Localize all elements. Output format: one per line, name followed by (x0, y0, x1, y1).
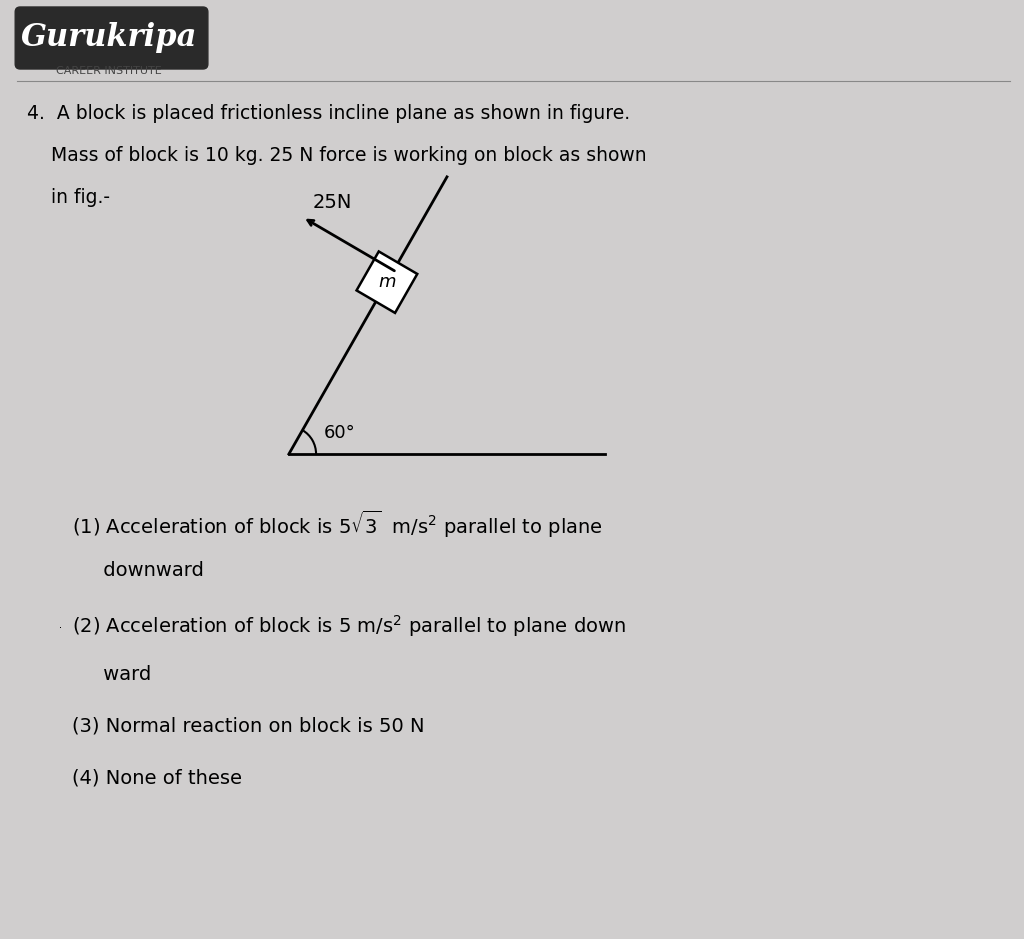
Text: (4) None of these: (4) None of these (72, 769, 242, 788)
Text: 60°: 60° (324, 424, 355, 442)
Text: m: m (378, 273, 395, 291)
Text: (3) Normal reaction on block is 50 N: (3) Normal reaction on block is 50 N (72, 717, 424, 736)
Text: downward: downward (72, 561, 204, 580)
Text: ward: ward (72, 665, 151, 684)
Text: Gurukripa: Gurukripa (20, 22, 198, 53)
Text: in fig.-: in fig.- (27, 188, 110, 207)
FancyBboxPatch shape (15, 7, 208, 69)
Text: Mass of block is 10 kg. 25 N force is working on block as shown: Mass of block is 10 kg. 25 N force is wo… (27, 146, 647, 165)
Text: 25N: 25N (312, 193, 352, 212)
Text: (2) Acceleration of block is 5 m/s$^2$ parallel to plane down: (2) Acceleration of block is 5 m/s$^2$ p… (72, 613, 626, 639)
Text: CAREER INSTITUTE: CAREER INSTITUTE (56, 66, 162, 76)
Text: 4.  A block is placed frictionless incline plane as shown in figure.: 4. A block is placed frictionless inclin… (27, 104, 630, 123)
Polygon shape (356, 252, 417, 313)
Text: (1) Acceleration of block is $5\sqrt{3}$  m/s$^2$ parallel to plane: (1) Acceleration of block is $5\sqrt{3}$… (72, 509, 602, 540)
